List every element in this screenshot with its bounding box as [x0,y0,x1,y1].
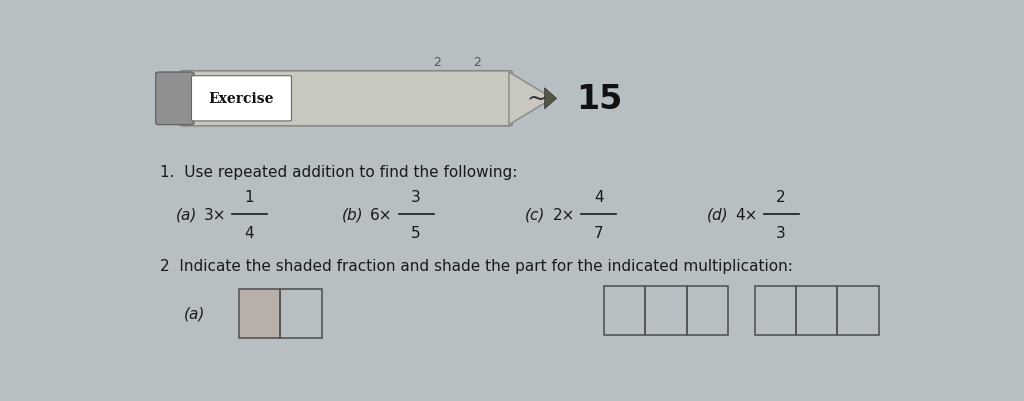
Polygon shape [545,89,557,109]
Bar [240,289,281,338]
Text: 4: 4 [594,189,603,205]
Text: 6×: 6× [370,207,392,222]
Text: 3×: 3× [204,207,226,222]
Text: 15: 15 [577,83,623,115]
Text: 3: 3 [412,189,421,205]
Text: 2: 2 [473,56,481,69]
Polygon shape [509,73,553,125]
Bar [604,286,645,335]
Text: 2: 2 [776,189,786,205]
Text: (a): (a) [176,207,197,222]
Text: (d): (d) [708,207,729,222]
Text: (a): (a) [183,306,205,321]
Text: (c): (c) [524,207,545,222]
FancyBboxPatch shape [191,77,292,122]
Bar [755,286,797,335]
Text: 3: 3 [776,225,786,240]
Text: Exercise: Exercise [209,92,274,106]
Text: 2×: 2× [553,207,574,222]
Text: 4×: 4× [735,207,758,222]
Text: 7: 7 [594,225,603,240]
Bar [645,286,687,335]
Text: ~: ~ [526,87,547,111]
Text: (b): (b) [342,207,364,222]
Bar [687,286,728,335]
Bar [838,286,879,335]
Text: 2: 2 [433,56,441,69]
Bar [797,286,838,335]
FancyBboxPatch shape [180,72,512,127]
Text: 5: 5 [412,225,421,240]
Text: 1.  Use repeated addition to find the following:: 1. Use repeated addition to find the fol… [160,164,517,179]
Text: 1: 1 [245,189,254,205]
Bar [281,289,322,338]
Text: 2  Indicate the shaded fraction and shade the part for the indicated multiplicat: 2 Indicate the shaded fraction and shade… [160,258,793,273]
FancyBboxPatch shape [156,73,194,125]
Text: 4: 4 [245,225,254,240]
